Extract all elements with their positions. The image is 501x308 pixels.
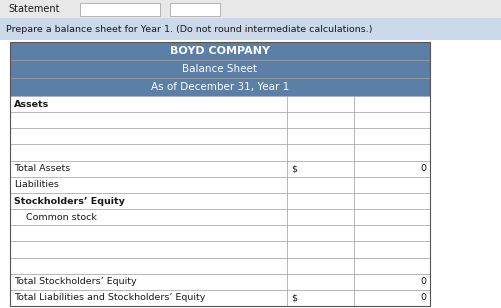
Bar [287,112,354,128]
Bar [287,241,354,257]
Bar [10,257,287,274]
Bar [354,96,430,112]
Bar [354,128,430,144]
Bar [10,290,287,306]
Bar [287,209,354,225]
Text: Liabilities: Liabilities [14,180,59,189]
Bar [287,257,354,274]
Text: Assets: Assets [14,99,49,109]
Bar [10,160,287,177]
Bar [354,274,430,290]
Bar [10,78,430,96]
Text: 0: 0 [420,294,426,302]
Text: BOYD COMPANY: BOYD COMPANY [170,46,270,56]
Bar [170,3,220,16]
Text: Balance Sheet: Balance Sheet [182,64,258,74]
Bar [10,42,430,306]
Bar [354,290,430,306]
Text: Total Stockholders’ Equity: Total Stockholders’ Equity [14,277,137,286]
Text: Total Assets: Total Assets [14,164,70,173]
Text: Statement: Statement [8,4,60,14]
Bar [0,0,501,18]
Bar [354,160,430,177]
Bar [10,225,287,241]
Bar [287,225,354,241]
Bar [80,3,160,16]
Bar [10,274,287,290]
Bar [10,144,287,160]
Bar [287,290,354,306]
Text: 0: 0 [420,164,426,173]
Bar [10,42,430,60]
Bar [10,60,430,78]
Bar [10,112,287,128]
Bar [287,128,354,144]
Bar [287,177,354,193]
Text: Prepare a balance sheet for Year 1. (Do not round intermediate calculations.): Prepare a balance sheet for Year 1. (Do … [6,25,373,34]
Bar [354,241,430,257]
Text: 0: 0 [420,277,426,286]
Text: Common stock: Common stock [26,213,97,222]
Bar [10,193,287,209]
Bar [287,274,354,290]
Bar [10,209,287,225]
Bar [10,128,287,144]
Bar [354,144,430,160]
Text: Total Liabilities and Stockholders’ Equity: Total Liabilities and Stockholders’ Equi… [14,294,205,302]
Bar [354,193,430,209]
Text: $: $ [291,164,297,173]
Bar [354,225,430,241]
Bar [287,193,354,209]
Text: As of December 31, Year 1: As of December 31, Year 1 [151,82,289,92]
Text: $: $ [291,294,297,302]
Bar [354,112,430,128]
Bar [10,96,287,112]
Bar [0,18,501,40]
Bar [354,257,430,274]
Bar [287,144,354,160]
Bar [10,241,287,257]
Bar [10,177,287,193]
Bar [287,96,354,112]
Bar [287,160,354,177]
Text: Stockholders’ Equity: Stockholders’ Equity [14,197,125,205]
Bar [354,209,430,225]
Bar [354,177,430,193]
